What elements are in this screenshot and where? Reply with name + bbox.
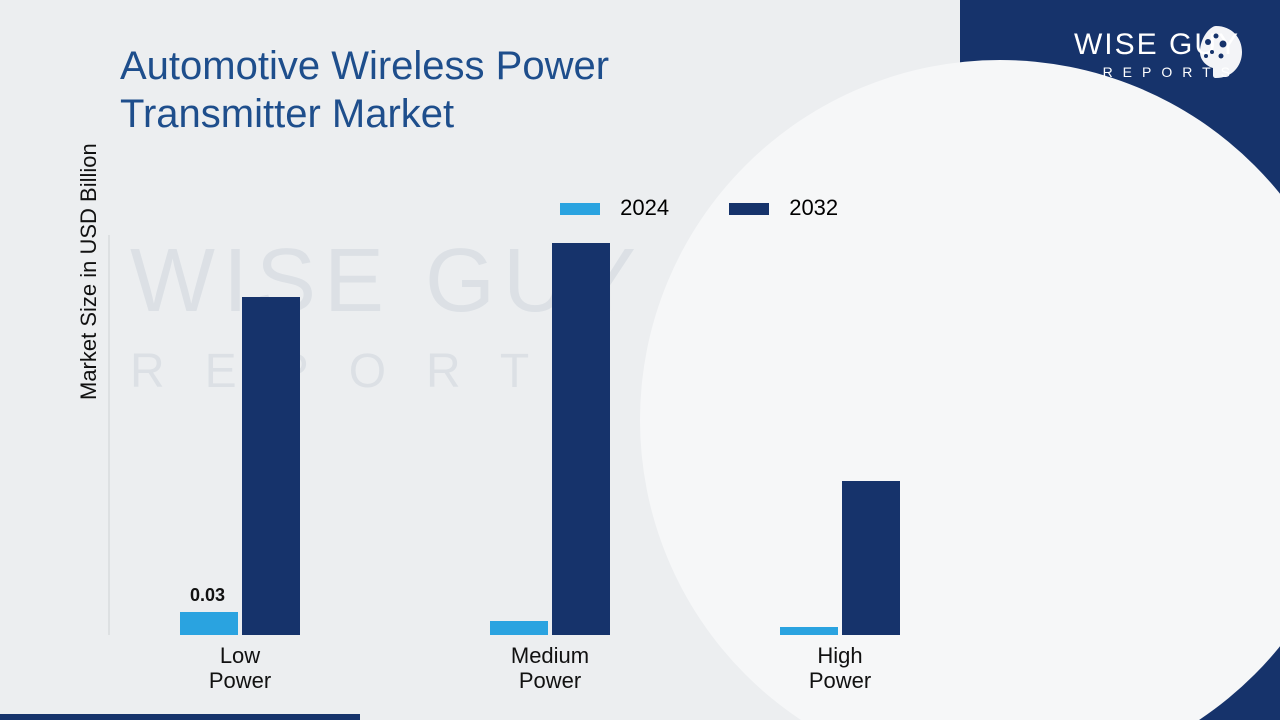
legend-label-2024: 2024 — [620, 195, 669, 220]
legend-label-2032: 2032 — [789, 195, 838, 220]
chart-title: Automotive Wireless Power Transmitter Ma… — [120, 42, 760, 138]
bottom-accent-strip — [0, 714, 360, 720]
logo-head-icon — [1186, 22, 1246, 82]
value-label: 0.03 — [190, 585, 225, 606]
x-axis-label: HighPower — [750, 643, 930, 694]
plot-area: 0.03LowPowerMediumPowerHighPower — [150, 235, 930, 635]
bar-medium-power-2024 — [490, 621, 548, 635]
legend-swatch-2032 — [729, 203, 769, 215]
legend: 2024 2032 — [560, 195, 838, 221]
bar-low-power-2032 — [242, 297, 300, 635]
legend-item-2024: 2024 — [560, 195, 669, 221]
chart-canvas: WISE GUY REPORTS WISE GUY REPORTS Automo… — [0, 0, 1280, 720]
bar-low-power-2024 — [180, 612, 238, 635]
legend-swatch-2024 — [560, 203, 600, 215]
x-axis-label: LowPower — [150, 643, 330, 694]
y-axis-label: Market Size in USD Billion — [76, 143, 102, 400]
legend-item-2032: 2032 — [729, 195, 838, 221]
y-axis-line — [108, 235, 110, 635]
brand-logo: WISE GUY REPORTS — [1074, 28, 1240, 80]
bar-high-power-2032 — [842, 481, 900, 635]
bar-high-power-2024 — [780, 627, 838, 635]
bar-medium-power-2032 — [552, 243, 610, 635]
x-axis-label: MediumPower — [460, 643, 640, 694]
